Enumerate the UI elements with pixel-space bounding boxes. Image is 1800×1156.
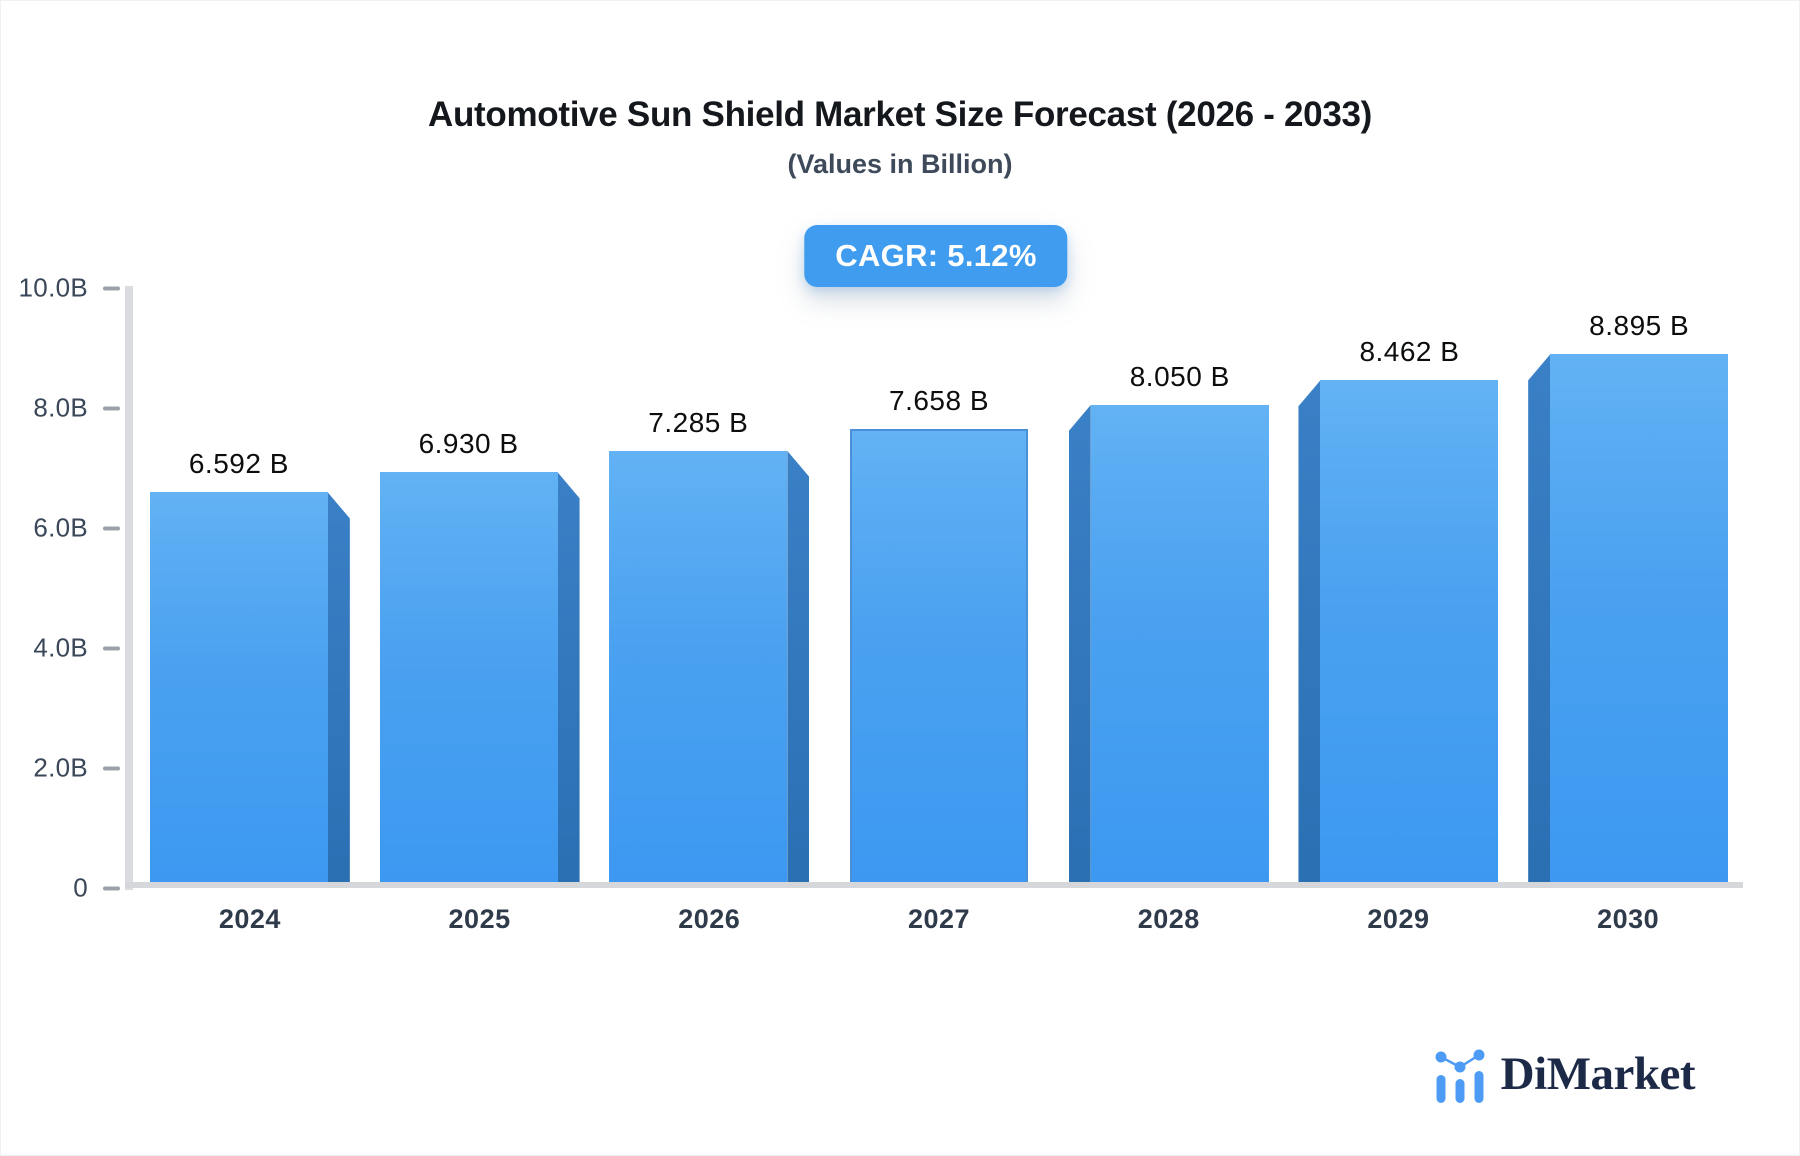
bar-2030: 8.895 B <box>1528 310 1729 888</box>
chart-subtitle: (Values in Billion) <box>787 149 1013 179</box>
x-axis-labels: 2024 2025 2026 2027 2028 2029 2030 <box>135 904 1743 935</box>
logo: DiMarket <box>1433 1045 1696 1103</box>
bar-2027: 7.658 B <box>850 385 1029 888</box>
bar-side-face <box>327 492 350 888</box>
y-tick-label: 2.0B <box>33 752 88 783</box>
y-tick-label: 6.0B <box>33 512 88 543</box>
y-axis-tick: 6.0B <box>1 513 128 544</box>
bar-front-face <box>1090 405 1269 888</box>
bar-value-label: 6.930 B <box>418 428 519 460</box>
y-axis-tick: 10.0B <box>1 273 128 304</box>
bar-side-face <box>1528 354 1551 888</box>
bars-row: 6.592 B 6.930 B 7.285 B 7.658 B 8.050 B 8.462… <box>135 288 1743 888</box>
y-tick-label: 4.0B <box>33 632 88 663</box>
y-tick-mark <box>103 886 120 890</box>
bar-2024: 6.592 B <box>149 448 350 888</box>
bar-front-face <box>379 472 558 888</box>
bar-front-face <box>1550 354 1729 888</box>
y-tick-mark <box>103 766 120 770</box>
bar-side-face <box>1068 405 1091 888</box>
bar-side-face <box>1298 380 1321 888</box>
x-tick-label: 2026 <box>678 904 741 934</box>
x-tick-label: 2028 <box>1137 904 1200 934</box>
y-tick-label: 0 <box>73 872 88 903</box>
y-tick-label: 8.0B <box>33 392 88 423</box>
y-tick-label: 10.0B <box>18 272 88 303</box>
bar-front-face <box>609 450 788 888</box>
y-tick-mark <box>103 286 120 290</box>
x-tick-label: 2029 <box>1367 904 1430 934</box>
bar-slot: 6.592 B <box>135 288 365 888</box>
bar-value-label: 8.895 B <box>1589 310 1690 342</box>
bar-2026: 7.285 B <box>609 407 810 888</box>
y-axis-tick: 4.0B <box>1 633 128 664</box>
bar-side-face <box>557 472 580 888</box>
logo-bars-icon <box>1435 1049 1485 1103</box>
x-tick-label: 2030 <box>1597 904 1660 934</box>
y-tick-mark <box>103 526 120 530</box>
bar-front-face <box>850 428 1029 888</box>
x-tick-label: 2024 <box>218 904 281 934</box>
bar-slot: 7.285 B <box>594 288 824 888</box>
bar-slot: 8.462 B <box>1284 288 1514 888</box>
x-axis-line <box>125 882 1743 888</box>
y-axis-tick: 8.0B <box>1 393 128 424</box>
cagr-badge: CAGR: 5.12% <box>804 225 1068 287</box>
y-tick-mark <box>103 646 120 650</box>
bar-side-face <box>787 450 810 888</box>
plot-area: 10.0B 8.0B 6.0B 4.0B 2.0B 0 6.592 B 6.930 B 7.2… <box>1 273 1799 903</box>
bar-front-face <box>149 492 328 888</box>
bar-value-label: 8.050 B <box>1129 361 1230 392</box>
y-tick-mark <box>103 406 120 410</box>
bar-value-label: 8.462 B <box>1359 336 1460 368</box>
chart-title: Automotive Sun Shield Market Size Foreca… <box>427 95 1373 134</box>
x-tick-label: 2025 <box>448 904 511 934</box>
y-axis-line <box>125 286 133 890</box>
logo-text: DiMarket <box>1500 1048 1696 1100</box>
bar-slot: 8.050 B <box>1054 288 1284 888</box>
bar-value-label: 6.592 B <box>188 448 289 480</box>
bar-2025: 6.930 B <box>379 428 580 888</box>
bar-front-face <box>1320 380 1499 888</box>
y-axis-tick: 2.0B <box>1 753 128 784</box>
bar-value-label: 7.658 B <box>889 384 990 416</box>
bar-slot: 6.930 B <box>365 288 595 888</box>
bar-value-label: 7.285 B <box>648 406 749 438</box>
y-axis-tick: 0 <box>1 873 128 904</box>
x-tick-label: 2027 <box>907 904 971 934</box>
bar-2029: 8.462 B <box>1298 336 1499 888</box>
bar-slot: 7.658 B <box>824 288 1054 888</box>
bar-2028: 8.050 B <box>1068 361 1269 888</box>
y-axis: 10.0B 8.0B 6.0B 4.0B 2.0B 0 <box>1 273 128 903</box>
bar-slot: 8.895 B <box>1513 288 1743 888</box>
